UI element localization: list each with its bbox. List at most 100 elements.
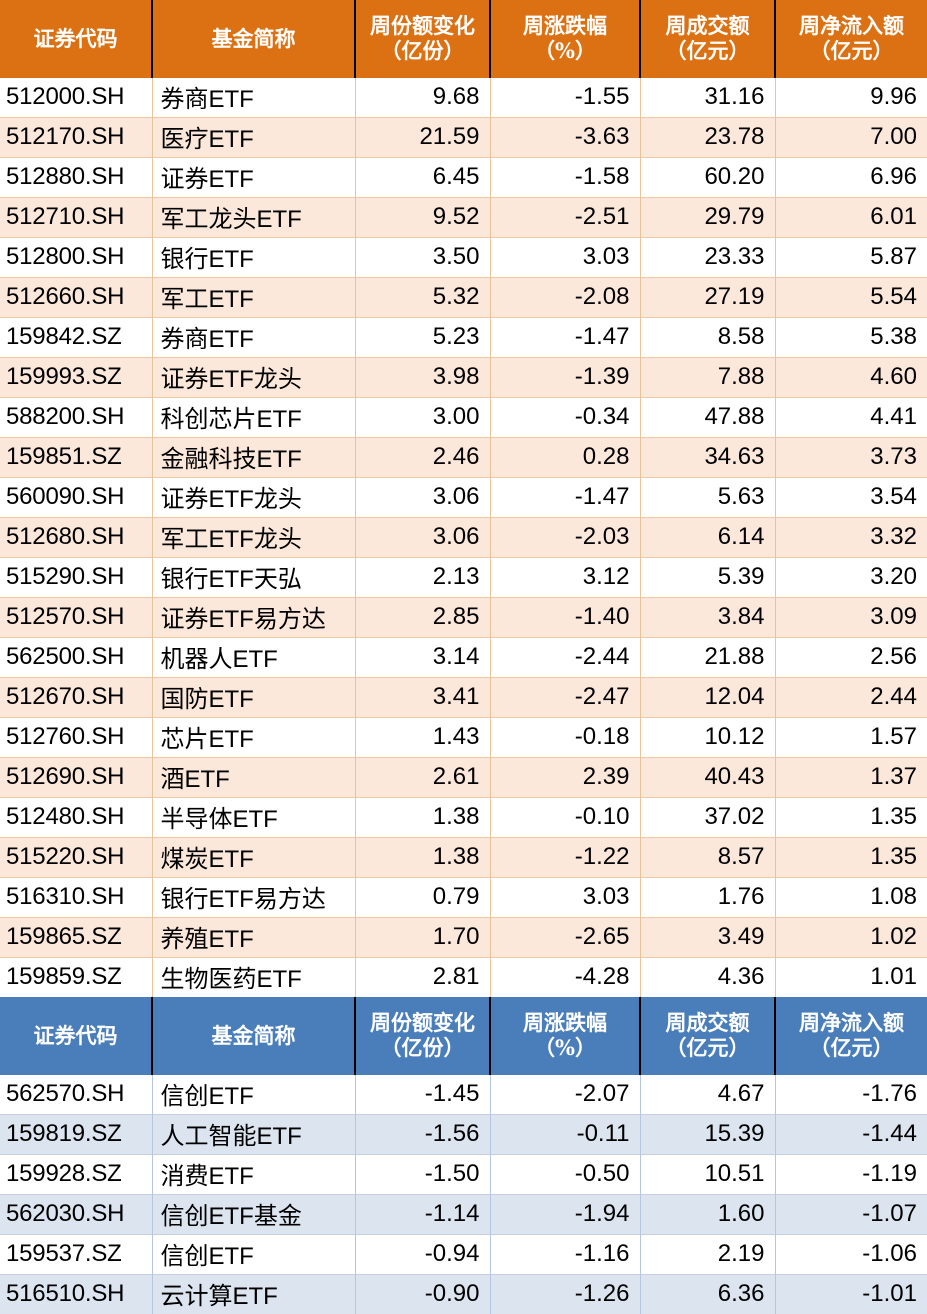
share-change-cell: 6.45 — [355, 158, 490, 198]
pct-change-cell: -1.58 — [490, 158, 640, 198]
security-code-cell: 159851.SZ — [0, 438, 152, 478]
security-code-cell: 588200.SH — [0, 398, 152, 438]
share-change-cell: 2.81 — [355, 958, 490, 998]
fund-name-cell: 酒ETF — [152, 758, 355, 798]
share-change-cell: -1.56 — [355, 1115, 490, 1155]
turnover-cell: 4.36 — [640, 958, 775, 998]
fund-name-cell: 金融科技ETF — [152, 438, 355, 478]
pct-change-cell: -1.47 — [490, 478, 640, 518]
etf-fund-flow-sheet: 证券代码 基金简称 周份额变化 （亿份） 周涨跌幅 （%） 周成交额 （亿元） … — [0, 0, 927, 1123]
pct-change-cell: -2.07 — [490, 1075, 640, 1115]
share-change-cell: 3.06 — [355, 478, 490, 518]
pct-change-cell: -1.40 — [490, 598, 640, 638]
turnover-cell: 3.84 — [640, 598, 775, 638]
net-inflow-cell: -1.76 — [775, 1075, 927, 1115]
pct-change-cell: -1.47 — [490, 318, 640, 358]
share-change-cell: 3.14 — [355, 638, 490, 678]
pct-change-cell: -2.47 — [490, 678, 640, 718]
turnover-cell: 23.78 — [640, 118, 775, 158]
fund-name-cell: 科创芯片ETF — [152, 398, 355, 438]
net-inflow-cell: -1.06 — [775, 1235, 927, 1275]
net-inflow-cell: 5.87 — [775, 238, 927, 278]
security-code-cell: 159865.SZ — [0, 918, 152, 958]
share-change-cell: 5.32 — [355, 278, 490, 318]
net-inflow-table-header: 证券代码 基金简称 周份额变化 （亿份） 周涨跌幅 （%） 周成交额 （亿元） … — [0, 0, 927, 78]
column-header-turnover: 周成交额 （亿元） — [640, 0, 775, 78]
turnover-cell: 8.57 — [640, 838, 775, 878]
turnover-cell: 6.36 — [640, 1275, 775, 1314]
pct-change-cell: -0.18 — [490, 718, 640, 758]
security-code-cell: 159537.SZ — [0, 1235, 152, 1275]
security-code-cell: 560090.SH — [0, 478, 152, 518]
fund-name-cell: 银行ETF — [152, 238, 355, 278]
pct-change-cell: -1.55 — [490, 78, 640, 118]
turnover-cell: 2.19 — [640, 1235, 775, 1275]
pct-change-cell: 3.03 — [490, 878, 640, 918]
security-code-cell: 562030.SH — [0, 1195, 152, 1235]
turnover-cell: 60.20 — [640, 158, 775, 198]
pct-change-cell: 2.39 — [490, 758, 640, 798]
net-inflow-cell: -1.01 — [775, 1275, 927, 1314]
turnover-cell: 5.39 — [640, 558, 775, 598]
pct-change-cell: 0.28 — [490, 438, 640, 478]
net-inflow-cell: 1.57 — [775, 718, 927, 758]
column-header-name: 基金简称 — [152, 997, 355, 1075]
pct-change-cell: -2.08 — [490, 278, 640, 318]
turnover-cell: 23.33 — [640, 238, 775, 278]
turnover-cell: 1.60 — [640, 1195, 775, 1235]
security-code-cell: 512660.SH — [0, 278, 152, 318]
share-change-cell: 2.13 — [355, 558, 490, 598]
column-header-pct-change: 周涨跌幅 （%） — [490, 0, 640, 78]
column-header-turnover: 周成交额 （亿元） — [640, 997, 775, 1075]
share-change-cell: -1.50 — [355, 1155, 490, 1195]
pct-change-cell: -1.16 — [490, 1235, 640, 1275]
pct-change-cell: -1.39 — [490, 358, 640, 398]
column-header-net-inflow: 周净流入额 （亿元） — [775, 997, 927, 1075]
turnover-cell: 21.88 — [640, 638, 775, 678]
share-change-cell: 5.23 — [355, 318, 490, 358]
share-change-cell: 3.41 — [355, 678, 490, 718]
pct-change-cell: -1.26 — [490, 1275, 640, 1314]
share-change-cell: -1.45 — [355, 1075, 490, 1115]
security-code-cell: 512690.SH — [0, 758, 152, 798]
pct-change-cell: -2.65 — [490, 918, 640, 958]
net-inflow-cell: 1.35 — [775, 838, 927, 878]
turnover-cell: 12.04 — [640, 678, 775, 718]
fund-name-cell: 人工智能ETF — [152, 1115, 355, 1155]
turnover-cell: 27.19 — [640, 278, 775, 318]
share-change-cell: 3.06 — [355, 518, 490, 558]
security-code-cell: 159928.SZ — [0, 1155, 152, 1195]
fund-name-cell: 证券ETF龙头 — [152, 478, 355, 518]
net-inflow-cell: 3.73 — [775, 438, 927, 478]
security-code-cell: 159993.SZ — [0, 358, 152, 398]
net-inflow-cell: 1.02 — [775, 918, 927, 958]
share-change-cell: 9.52 — [355, 198, 490, 238]
security-code-cell: 512000.SH — [0, 78, 152, 118]
turnover-cell: 34.63 — [640, 438, 775, 478]
fund-name-cell: 证券ETF龙头 — [152, 358, 355, 398]
security-code-cell: 159859.SZ — [0, 958, 152, 998]
pct-change-cell: -0.11 — [490, 1115, 640, 1155]
share-change-cell: 2.85 — [355, 598, 490, 638]
security-code-cell: 512880.SH — [0, 158, 152, 198]
column-header-pct-change: 周涨跌幅 （%） — [490, 997, 640, 1075]
pct-change-cell: -0.10 — [490, 798, 640, 838]
column-header-code: 证券代码 — [0, 997, 152, 1075]
